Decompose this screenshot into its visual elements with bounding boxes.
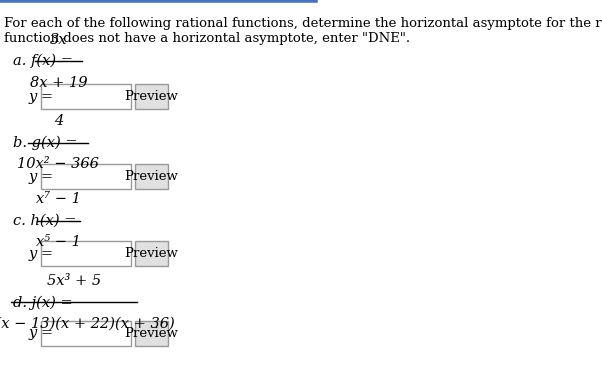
FancyBboxPatch shape [41, 84, 131, 109]
FancyBboxPatch shape [135, 321, 168, 346]
FancyBboxPatch shape [135, 241, 168, 266]
Text: 3x: 3x [49, 33, 67, 47]
Text: y =: y = [28, 170, 54, 184]
Text: −6(x − 13)(x + 22)(x + 36): −6(x − 13)(x + 22)(x + 36) [0, 317, 175, 331]
Text: Preview: Preview [125, 247, 178, 260]
Text: y =: y = [28, 247, 54, 261]
Text: a. f(x) =: a. f(x) = [13, 54, 73, 68]
Text: For each of the following rational functions, determine the horizontal asymptote: For each of the following rational funct… [4, 17, 602, 45]
Text: x⁷ − 1: x⁷ − 1 [36, 192, 81, 206]
Text: y =: y = [28, 326, 54, 340]
FancyBboxPatch shape [41, 164, 131, 189]
Text: c. h(x) =: c. h(x) = [13, 214, 76, 228]
FancyBboxPatch shape [135, 164, 168, 189]
Text: x⁵ − 1: x⁵ − 1 [36, 235, 81, 249]
FancyBboxPatch shape [135, 84, 168, 109]
Text: Preview: Preview [125, 90, 178, 104]
Text: 10x² − 366: 10x² − 366 [17, 157, 99, 171]
FancyBboxPatch shape [41, 321, 131, 346]
Text: Preview: Preview [125, 326, 178, 340]
Text: b. g(x) =: b. g(x) = [13, 136, 77, 150]
Text: 5x³ + 5: 5x³ + 5 [47, 274, 101, 288]
Text: 4: 4 [54, 114, 63, 128]
FancyBboxPatch shape [41, 241, 131, 266]
Text: d. j(x) =: d. j(x) = [13, 295, 72, 309]
Text: y =: y = [28, 90, 54, 104]
Text: Preview: Preview [125, 170, 178, 183]
Text: 8x + 19: 8x + 19 [29, 76, 87, 90]
